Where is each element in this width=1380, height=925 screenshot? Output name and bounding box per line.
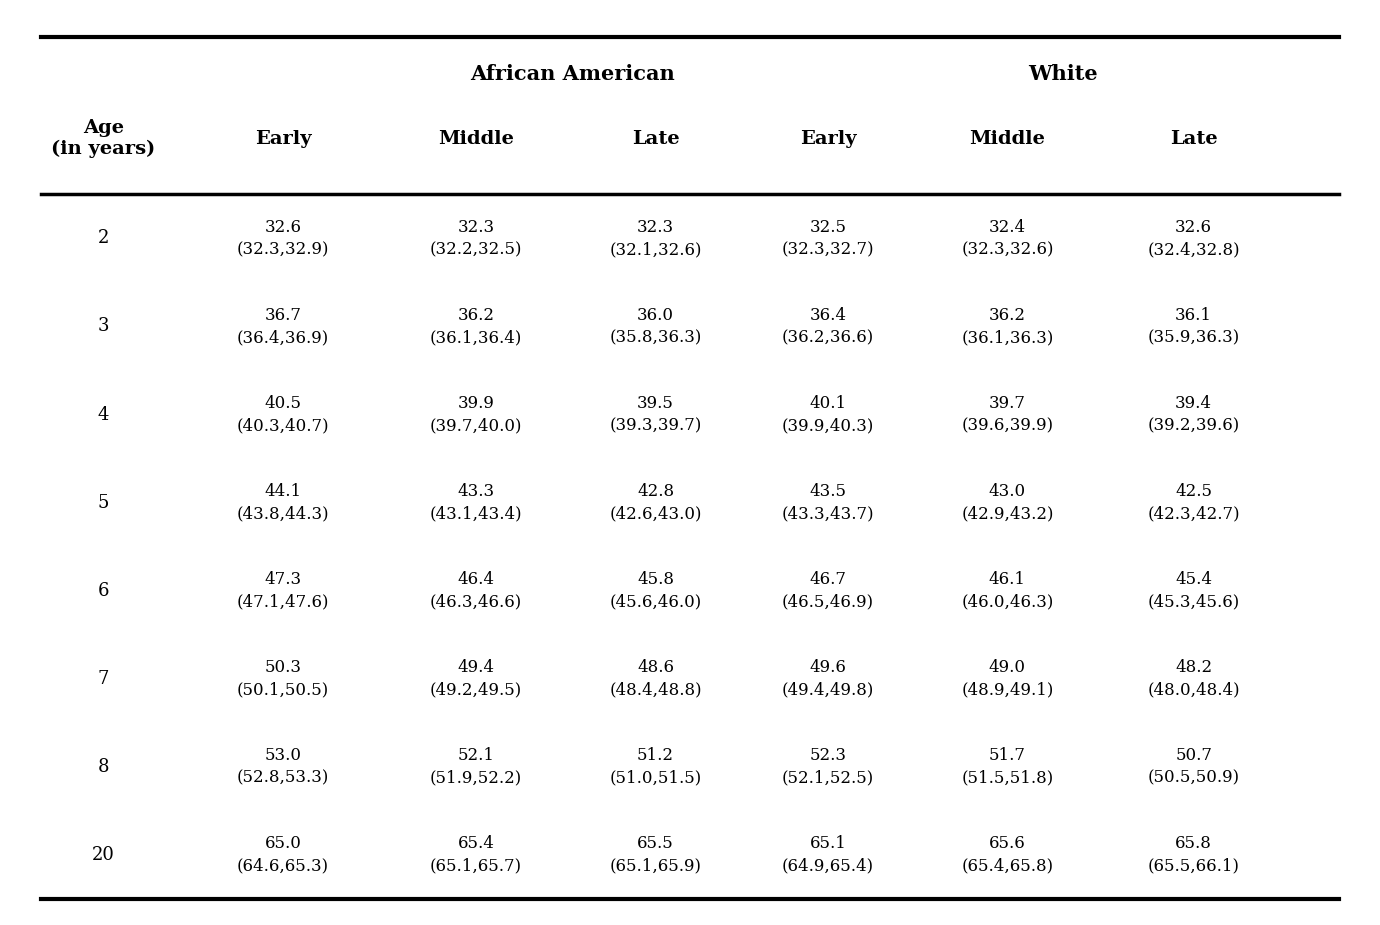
- Text: 48.6
(48.4,48.8): 48.6 (48.4,48.8): [609, 660, 702, 698]
- Text: Middle: Middle: [970, 130, 1045, 148]
- Text: 5: 5: [98, 494, 109, 512]
- Text: 39.9
(39.7,40.0): 39.9 (39.7,40.0): [429, 395, 523, 434]
- Text: 36.7
(36.4,36.9): 36.7 (36.4,36.9): [237, 307, 328, 346]
- Text: Late: Late: [1170, 130, 1217, 148]
- Text: 39.5
(39.3,39.7): 39.5 (39.3,39.7): [610, 395, 701, 434]
- Text: 52.3
(52.1,52.5): 52.3 (52.1,52.5): [782, 747, 874, 786]
- Text: 43.3
(43.1,43.4): 43.3 (43.1,43.4): [429, 483, 523, 523]
- Text: 65.0
(64.6,65.3): 65.0 (64.6,65.3): [237, 835, 328, 875]
- Text: 49.4
(49.2,49.5): 49.4 (49.2,49.5): [431, 660, 522, 698]
- Text: Middle: Middle: [439, 130, 513, 148]
- Text: 65.6
(65.4,65.8): 65.6 (65.4,65.8): [962, 835, 1053, 875]
- Text: 40.5
(40.3,40.7): 40.5 (40.3,40.7): [236, 395, 330, 434]
- Text: 50.3
(50.1,50.5): 50.3 (50.1,50.5): [237, 660, 328, 698]
- Text: 42.5
(42.3,42.7): 42.5 (42.3,42.7): [1147, 483, 1241, 523]
- Text: 50.7
(50.5,50.9): 50.7 (50.5,50.9): [1148, 747, 1239, 786]
- Text: 46.4
(46.3,46.6): 46.4 (46.3,46.6): [431, 571, 522, 610]
- Text: 65.5
(65.1,65.9): 65.5 (65.1,65.9): [610, 835, 701, 875]
- Text: 46.1
(46.0,46.3): 46.1 (46.0,46.3): [962, 571, 1053, 610]
- Text: 53.0
(52.8,53.3): 53.0 (52.8,53.3): [237, 747, 328, 786]
- Text: 4: 4: [98, 405, 109, 424]
- Text: 46.7
(46.5,46.9): 46.7 (46.5,46.9): [782, 571, 874, 610]
- Text: 36.2
(36.1,36.4): 36.2 (36.1,36.4): [431, 307, 522, 346]
- Text: 65.8
(65.5,66.1): 65.8 (65.5,66.1): [1148, 835, 1239, 875]
- Text: 32.6
(32.3,32.9): 32.6 (32.3,32.9): [236, 218, 330, 258]
- Text: White: White: [1028, 64, 1097, 84]
- Text: 65.1
(64.9,65.4): 65.1 (64.9,65.4): [782, 835, 874, 875]
- Text: Age
(in years): Age (in years): [51, 119, 156, 158]
- Text: 52.1
(51.9,52.2): 52.1 (51.9,52.2): [431, 747, 522, 786]
- Text: 36.1
(35.9,36.3): 36.1 (35.9,36.3): [1148, 307, 1239, 346]
- Text: 7: 7: [98, 670, 109, 688]
- Text: 6: 6: [98, 582, 109, 599]
- Text: 32.3
(32.2,32.5): 32.3 (32.2,32.5): [429, 218, 523, 258]
- Text: 43.0
(42.9,43.2): 43.0 (42.9,43.2): [960, 483, 1054, 523]
- Text: 45.8
(45.6,46.0): 45.8 (45.6,46.0): [610, 571, 701, 610]
- Text: 36.0
(35.8,36.3): 36.0 (35.8,36.3): [610, 307, 701, 346]
- Text: 51.7
(51.5,51.8): 51.7 (51.5,51.8): [962, 747, 1053, 786]
- Text: Late: Late: [632, 130, 679, 148]
- Text: 47.3
(47.1,47.6): 47.3 (47.1,47.6): [236, 571, 330, 610]
- Text: 44.1
(43.8,44.3): 44.1 (43.8,44.3): [236, 483, 330, 523]
- Text: 40.1
(39.9,40.3): 40.1 (39.9,40.3): [782, 395, 874, 434]
- Text: 49.6
(49.4,49.8): 49.6 (49.4,49.8): [782, 660, 874, 698]
- Text: 39.4
(39.2,39.6): 39.4 (39.2,39.6): [1148, 395, 1239, 434]
- Text: 8: 8: [98, 758, 109, 776]
- Text: 43.5
(43.3,43.7): 43.5 (43.3,43.7): [781, 483, 875, 523]
- Text: 32.6
(32.4,32.8): 32.6 (32.4,32.8): [1147, 218, 1241, 258]
- Text: 2: 2: [98, 229, 109, 247]
- Text: 3: 3: [98, 317, 109, 336]
- Text: 42.8
(42.6,43.0): 42.8 (42.6,43.0): [609, 483, 702, 523]
- Text: 65.4
(65.1,65.7): 65.4 (65.1,65.7): [431, 835, 522, 875]
- Text: 36.2
(36.1,36.3): 36.2 (36.1,36.3): [962, 307, 1053, 346]
- Text: African American: African American: [471, 64, 675, 84]
- Text: 36.4
(36.2,36.6): 36.4 (36.2,36.6): [782, 307, 874, 346]
- Text: 32.4
(32.3,32.6): 32.4 (32.3,32.6): [960, 218, 1054, 258]
- Text: 39.7
(39.6,39.9): 39.7 (39.6,39.9): [962, 395, 1053, 434]
- Text: 32.3
(32.1,32.6): 32.3 (32.1,32.6): [609, 218, 702, 258]
- Text: 48.2
(48.0,48.4): 48.2 (48.0,48.4): [1147, 660, 1241, 698]
- Text: Early: Early: [799, 130, 857, 148]
- Text: 32.5
(32.3,32.7): 32.5 (32.3,32.7): [781, 218, 875, 258]
- Text: 20: 20: [92, 846, 115, 864]
- Text: Early: Early: [254, 130, 312, 148]
- Text: 49.0
(48.9,49.1): 49.0 (48.9,49.1): [962, 660, 1053, 698]
- Text: 51.2
(51.0,51.5): 51.2 (51.0,51.5): [610, 747, 701, 786]
- Text: 45.4
(45.3,45.6): 45.4 (45.3,45.6): [1148, 571, 1239, 610]
